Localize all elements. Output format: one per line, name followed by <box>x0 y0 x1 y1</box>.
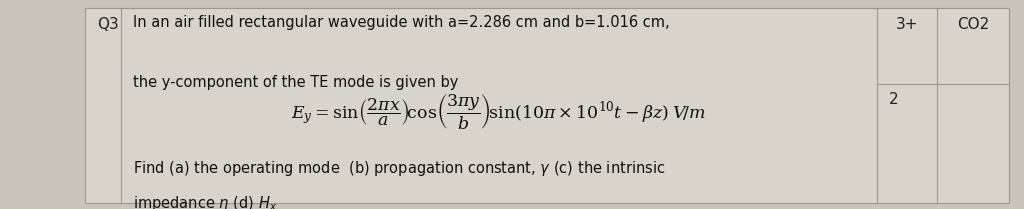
Text: CO2: CO2 <box>956 17 989 32</box>
Text: impedance $\eta$ (d) $H_x$: impedance $\eta$ (d) $H_x$ <box>133 194 278 209</box>
Text: Find (a) the operating mode  (b) propagation constant, $\gamma$ (c) the intrinsi: Find (a) the operating mode (b) propagat… <box>133 159 666 178</box>
Text: $E_y = \sin\!\left(\dfrac{2\pi x}{a}\right)\!\cos\!\left(\dfrac{3\pi y}{b}\right: $E_y = \sin\!\left(\dfrac{2\pi x}{a}\rig… <box>292 92 706 131</box>
Text: Q3: Q3 <box>97 17 119 32</box>
Text: 3+: 3+ <box>896 17 918 32</box>
Text: the y-component of the TE mode is given by: the y-component of the TE mode is given … <box>133 75 459 90</box>
Text: In an air filled rectangular waveguide with a=2.286 cm and b=1.016 cm,: In an air filled rectangular waveguide w… <box>133 15 670 30</box>
Text: 2: 2 <box>889 92 898 107</box>
